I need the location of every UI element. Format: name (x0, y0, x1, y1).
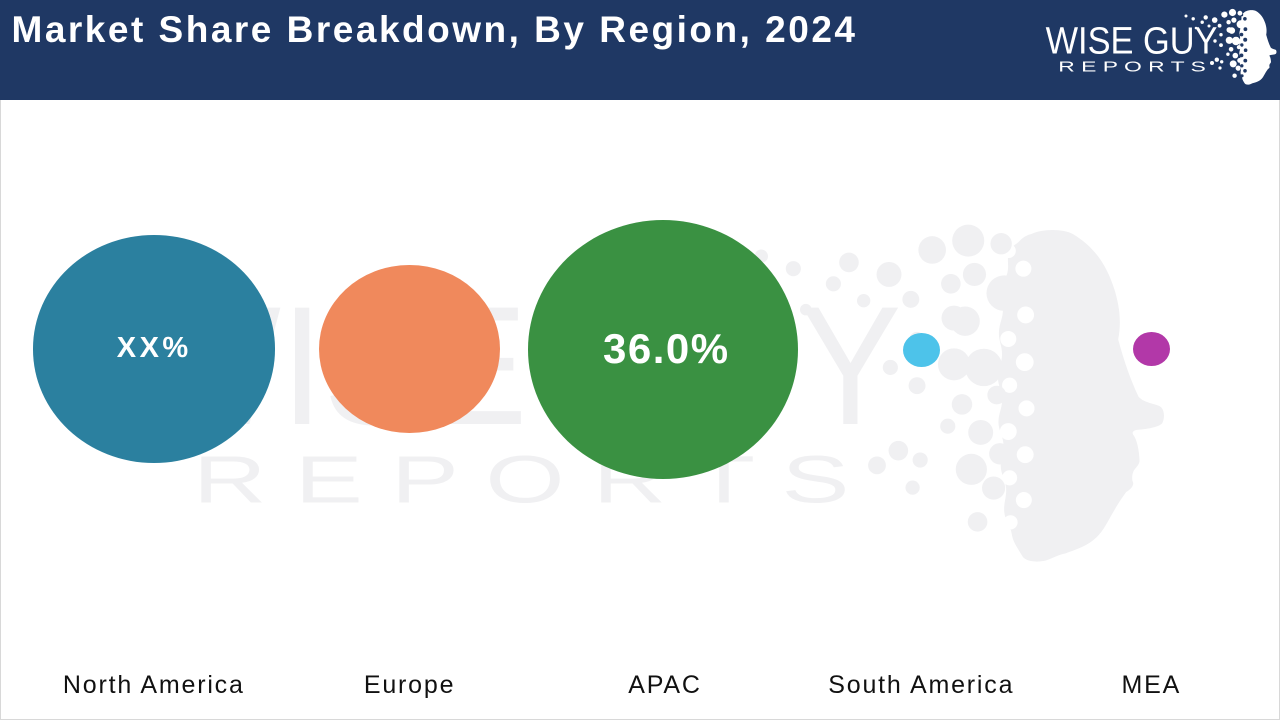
svg-text:WISE GUY: WISE GUY (1046, 21, 1218, 63)
svg-text:R E P O R T S: R E P O R T S (1058, 58, 1206, 75)
